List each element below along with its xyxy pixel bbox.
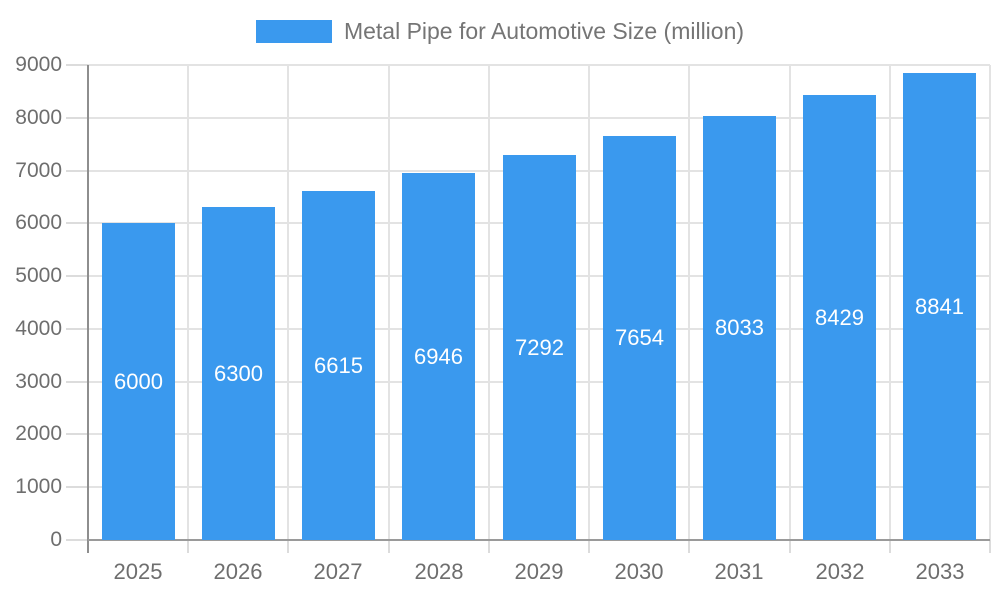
y-axis-tick-label: 7000 (15, 159, 62, 182)
x-gridline (989, 65, 991, 540)
bar-value-label: 6300 (214, 360, 263, 386)
y-tick (66, 275, 88, 277)
x-gridline (789, 65, 791, 540)
x-gridline (588, 65, 590, 540)
x-tick (187, 540, 189, 553)
bar: 6615 (302, 191, 375, 540)
bar-value-label: 6000 (114, 368, 163, 394)
y-axis-line (87, 65, 89, 553)
bar: 6300 (202, 207, 275, 540)
y-tick (66, 486, 88, 488)
bar: 8429 (803, 95, 876, 540)
y-tick (66, 170, 88, 172)
x-tick (789, 540, 791, 553)
x-gridline (187, 65, 189, 540)
bar-value-label: 8429 (815, 304, 864, 330)
chart-legend: Metal Pipe for Automotive Size (million) (0, 17, 1000, 45)
y-axis-tick-label: 4000 (15, 317, 62, 340)
x-axis-line (88, 539, 990, 541)
y-tick (66, 433, 88, 435)
x-gridline (488, 65, 490, 540)
x-axis-tick-label: 2030 (614, 559, 664, 584)
bar-value-label: 6615 (314, 352, 363, 378)
y-tick (66, 222, 88, 224)
y-axis-tick-label: 6000 (15, 211, 62, 234)
bar: 6946 (402, 173, 475, 540)
bar: 7292 (503, 155, 576, 540)
legend-label: Metal Pipe for Automotive Size (million) (343, 17, 745, 44)
x-axis-tick-label: 2029 (514, 559, 564, 584)
bar-value-label: 8033 (715, 315, 764, 340)
y-axis-tick-label: 1000 (15, 475, 62, 498)
y-axis-tick-label: 8000 (15, 106, 62, 129)
x-axis-tick-label: 2027 (313, 559, 363, 584)
bar-value-label: 6946 (414, 343, 463, 369)
bar: 8841 (903, 73, 976, 540)
x-tick (588, 540, 590, 553)
bar-value-label: 8841 (915, 293, 964, 319)
bar: 8033 (703, 116, 776, 540)
x-tick (688, 540, 690, 553)
x-axis-tick-label: 2032 (815, 559, 865, 584)
legend-swatch (255, 19, 332, 43)
y-gridline (88, 64, 990, 66)
y-gridline (88, 117, 990, 119)
x-tick (889, 540, 891, 553)
x-gridline (287, 65, 289, 540)
y-tick (66, 328, 88, 330)
x-axis-tick-label: 2033 (915, 559, 965, 584)
x-gridline (688, 65, 690, 540)
bar-value-label: 7292 (515, 334, 564, 360)
bar-value-label: 7654 (615, 325, 664, 350)
bar: 6000 (102, 223, 175, 540)
y-axis-tick-label: 0 (50, 528, 62, 551)
x-axis-tick-label: 2028 (414, 559, 464, 584)
x-tick (388, 540, 390, 553)
x-axis-tick-label: 2031 (714, 559, 764, 584)
x-tick (989, 540, 991, 553)
x-axis-tick-label: 2025 (113, 559, 163, 584)
x-gridline (889, 65, 891, 540)
y-tick (66, 381, 88, 383)
x-axis-tick-label: 2026 (213, 559, 263, 584)
y-tick (66, 64, 88, 66)
x-tick (488, 540, 490, 553)
bar: 7654 (603, 136, 676, 540)
y-axis-tick-label: 3000 (15, 370, 62, 393)
y-tick (66, 539, 88, 541)
y-axis-tick-label: 9000 (15, 53, 62, 76)
y-axis-tick-label: 2000 (15, 422, 62, 445)
x-tick (287, 540, 289, 553)
y-tick (66, 117, 88, 119)
x-gridline (388, 65, 390, 540)
y-axis-tick-label: 5000 (15, 264, 62, 287)
